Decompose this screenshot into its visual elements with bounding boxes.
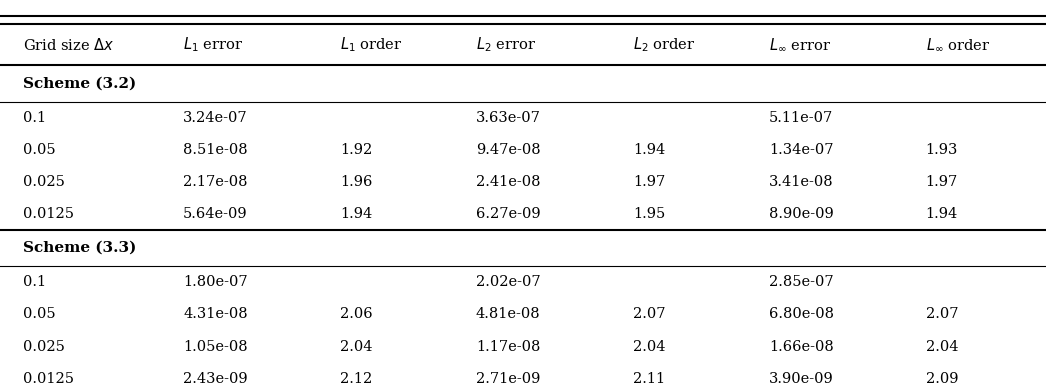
Text: 8.51e-08: 8.51e-08 [183,143,248,157]
Text: 1.97: 1.97 [926,175,958,189]
Text: 1.80e-07: 1.80e-07 [183,275,248,289]
Text: 1.05e-08: 1.05e-08 [183,339,248,354]
Text: $L_1$ order: $L_1$ order [340,36,403,54]
Text: 2.09: 2.09 [926,372,958,386]
Text: Grid size $\Delta x$: Grid size $\Delta x$ [23,37,114,53]
Text: 1.92: 1.92 [340,143,372,157]
Text: 6.27e-09: 6.27e-09 [476,207,541,221]
Text: 1.93: 1.93 [926,143,958,157]
Text: 2.07: 2.07 [633,307,665,321]
Text: 3.41e-08: 3.41e-08 [769,175,834,189]
Text: Scheme (3.2): Scheme (3.2) [23,76,136,91]
Text: 1.94: 1.94 [340,207,372,221]
Text: 0.1: 0.1 [23,111,46,125]
Text: 2.12: 2.12 [340,372,372,386]
Text: 2.41e-08: 2.41e-08 [476,175,541,189]
Text: 5.11e-07: 5.11e-07 [769,111,833,125]
Text: 3.24e-07: 3.24e-07 [183,111,248,125]
Text: $L_\infty$ order: $L_\infty$ order [926,36,991,53]
Text: $L_\infty$ error: $L_\infty$ error [769,36,831,53]
Text: 1.66e-08: 1.66e-08 [769,339,834,354]
Text: 1.96: 1.96 [340,175,372,189]
Text: 0.05: 0.05 [23,307,55,321]
Text: 2.07: 2.07 [926,307,958,321]
Text: 0.0125: 0.0125 [23,372,74,386]
Text: 0.025: 0.025 [23,175,65,189]
Text: 2.04: 2.04 [926,339,958,354]
Text: 0.0125: 0.0125 [23,207,74,221]
Text: 1.94: 1.94 [633,143,665,157]
Text: 1.97: 1.97 [633,175,665,189]
Text: 2.04: 2.04 [633,339,665,354]
Text: 1.17e-08: 1.17e-08 [476,339,541,354]
Text: 1.34e-07: 1.34e-07 [769,143,834,157]
Text: 5.64e-09: 5.64e-09 [183,207,248,221]
Text: $L_2$ order: $L_2$ order [633,36,696,54]
Text: 3.63e-07: 3.63e-07 [476,111,541,125]
Text: $L_1$ error: $L_1$ error [183,36,243,54]
Text: 2.17e-08: 2.17e-08 [183,175,248,189]
Text: 2.04: 2.04 [340,339,372,354]
Text: 2.02e-07: 2.02e-07 [476,275,541,289]
Text: $L_2$ error: $L_2$ error [476,36,536,54]
Text: 9.47e-08: 9.47e-08 [476,143,541,157]
Text: 4.31e-08: 4.31e-08 [183,307,248,321]
Text: 8.90e-09: 8.90e-09 [769,207,834,221]
Text: 2.11: 2.11 [633,372,665,386]
Text: Scheme (3.3): Scheme (3.3) [23,241,136,255]
Text: 1.95: 1.95 [633,207,665,221]
Text: 2.43e-09: 2.43e-09 [183,372,248,386]
Text: 2.06: 2.06 [340,307,372,321]
Text: 0.05: 0.05 [23,143,55,157]
Text: 3.90e-09: 3.90e-09 [769,372,834,386]
Text: 4.81e-08: 4.81e-08 [476,307,541,321]
Text: 0.1: 0.1 [23,275,46,289]
Text: 6.80e-08: 6.80e-08 [769,307,834,321]
Text: 2.71e-09: 2.71e-09 [476,372,541,386]
Text: 2.85e-07: 2.85e-07 [769,275,834,289]
Text: 0.025: 0.025 [23,339,65,354]
Text: 1.94: 1.94 [926,207,958,221]
